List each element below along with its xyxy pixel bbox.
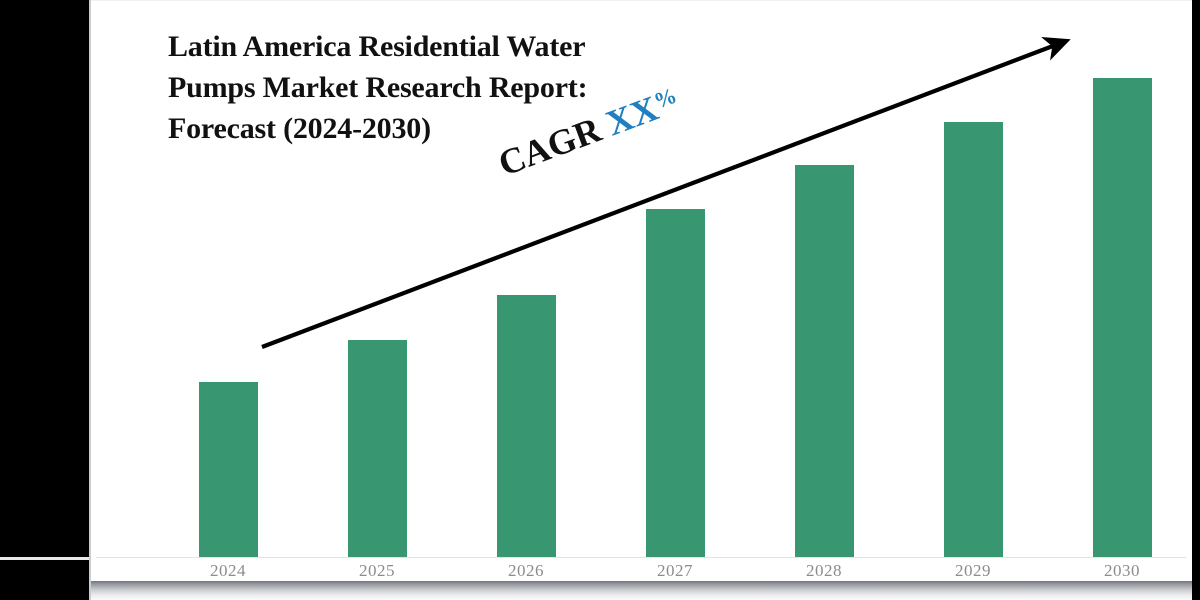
x-tick-label-2028: 2028: [806, 561, 842, 580]
bar-2030: [1093, 78, 1152, 557]
bottom-shadow-band: [0, 581, 1200, 600]
bar-2027: [646, 209, 705, 557]
x-axis-line: [96, 557, 1186, 558]
bar-2029: [944, 122, 1003, 557]
x-tick-label-2029: 2029: [955, 561, 991, 580]
x-tick-label-2027: 2027: [657, 561, 693, 580]
x-tick-label-2025: 2025: [359, 561, 395, 580]
left-band-rule: [0, 557, 89, 560]
x-tick-label-2024: 2024: [210, 561, 246, 580]
x-tick-label-2030: 2030: [1104, 561, 1140, 580]
left-band-edge: [89, 0, 91, 600]
bar-2026: [497, 295, 556, 557]
x-tick-label-2026: 2026: [508, 561, 544, 580]
bar-2025: [348, 340, 407, 557]
slide-top-rule: [91, 0, 1192, 1]
title-line-1: Latin America Residential Water: [168, 30, 586, 63]
bar-2024: [199, 382, 258, 557]
right-black-band: [1192, 0, 1200, 600]
left-black-band: [0, 0, 89, 600]
bar-2028: [795, 165, 854, 557]
